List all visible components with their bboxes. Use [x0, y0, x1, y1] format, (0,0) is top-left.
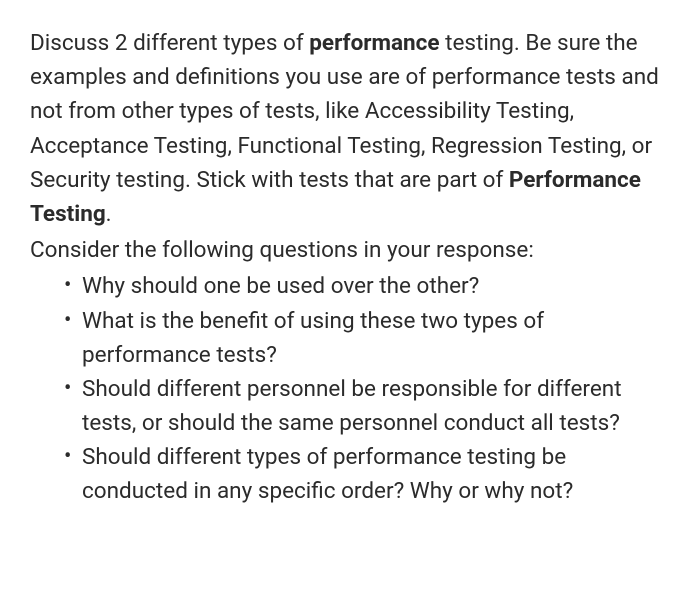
bullet-text: Should different personnel be responsibl… [82, 376, 622, 436]
list-item: What is the benefit of using these two t… [82, 304, 670, 372]
bullet-text: What is the benefit of using these two t… [82, 308, 544, 368]
list-item: Should different personnel be responsibl… [82, 372, 670, 440]
intro-paragraph: Discuss 2 different types of performance… [30, 26, 670, 231]
intro-text-3: . [106, 201, 112, 227]
list-item: Should different types of performance te… [82, 440, 670, 508]
list-item: Why should one be used over the other? [82, 269, 670, 303]
bullet-text: Why should one be used over the other? [82, 273, 479, 299]
intro-bold-1: performance [309, 30, 439, 56]
intro-text-1: Discuss 2 different types of [30, 30, 309, 56]
consider-line: Consider the following questions in your… [30, 233, 670, 267]
bullet-text: Should different types of performance te… [82, 444, 573, 504]
bullet-list: Why should one be used over the other? W… [30, 269, 670, 508]
